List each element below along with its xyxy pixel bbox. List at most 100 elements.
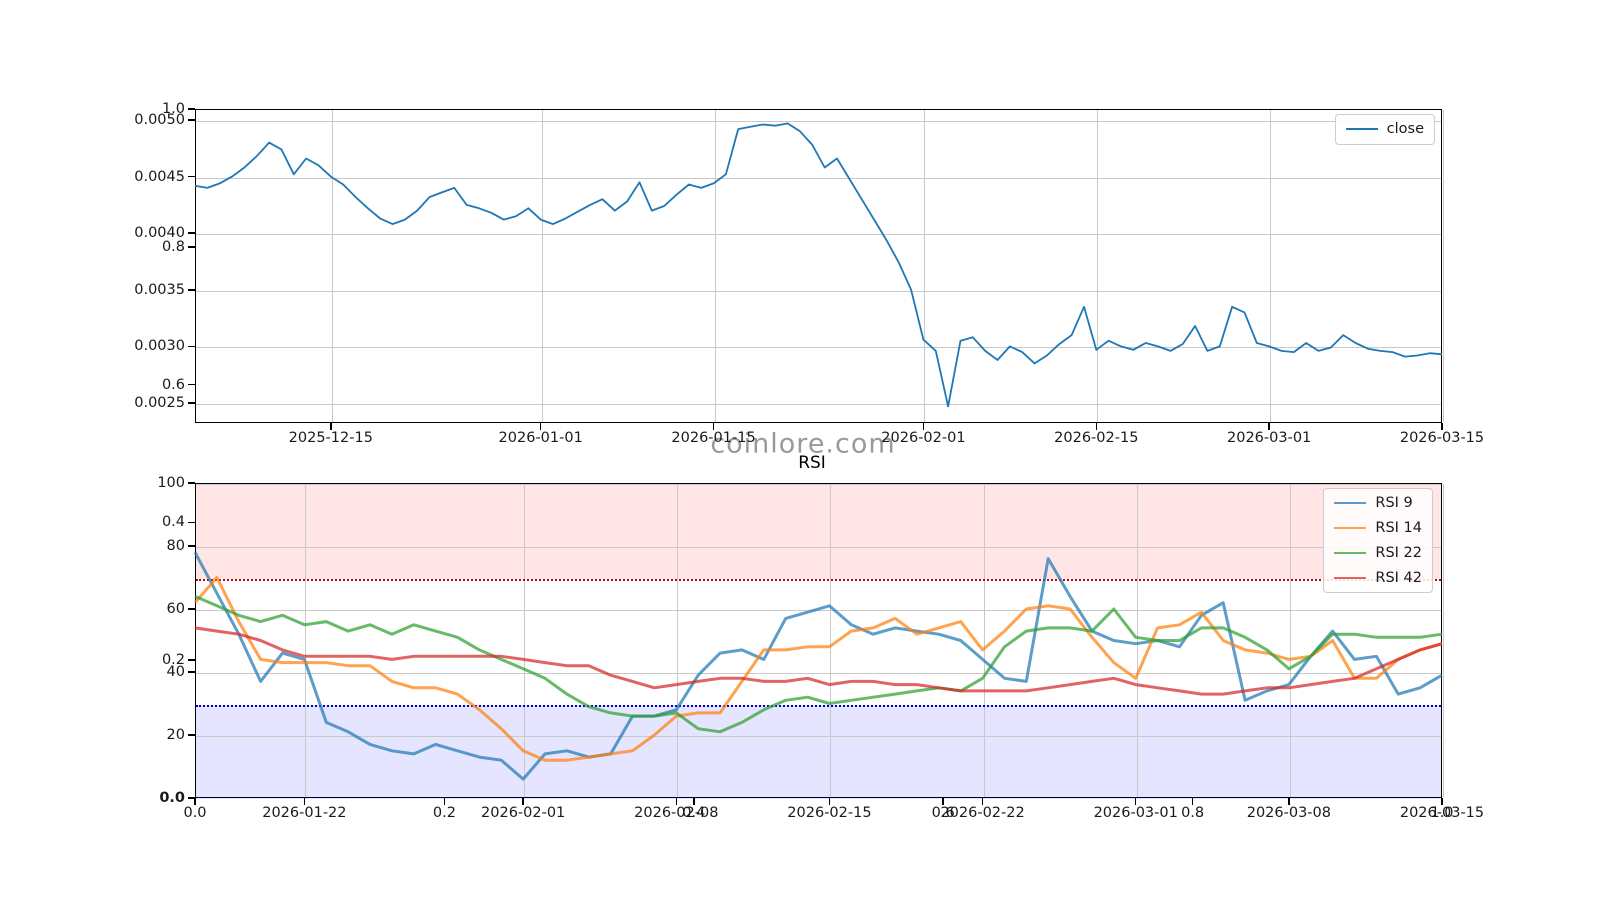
tick-mark [188,289,195,291]
axis-tick-label: 2026-03-15 [1399,805,1485,821]
gridline [196,547,1441,548]
tick-mark [188,402,195,404]
price-legend: close [1334,114,1435,145]
gridline [1136,484,1138,797]
tick-mark [194,798,196,805]
axis-tick-label: 0.4 [161,514,185,531]
gridline [924,110,926,422]
legend-label: RSI 9 [1375,495,1413,511]
legend-label: RSI 22 [1375,544,1422,561]
rsi-lines-svg [193,551,1443,781]
tick-mark [693,798,695,805]
tick-mark [922,423,925,430]
tick-mark [188,545,195,547]
rsi-series-line-2 [193,576,1443,762]
axis-tick-label: 1.0 [161,100,185,117]
axis-tick-label: 100 [157,474,185,491]
gridline [1443,484,1444,797]
series-line-swatch [1334,552,1367,555]
axis-tick-label: 2026-03-01 [1227,430,1312,446]
axis-tick-label: 0.8 [1181,805,1205,821]
tick-mark [188,482,195,484]
gridline [196,347,1441,349]
overbought-line [196,578,1441,581]
tick-mark [1191,798,1194,805]
axis-tick-label: 80 [166,537,185,554]
gridline [196,736,1441,737]
axis-tick-label: 0.4 [682,805,706,821]
gridline [677,484,679,797]
tick-mark [188,108,195,110]
tick-mark [828,798,831,805]
tick-mark [188,659,195,661]
tick-mark [188,521,195,524]
gridline [196,484,1441,485]
legend-item-rsi-42: RSI 42 [1334,569,1422,588]
tick-mark [522,798,524,805]
price-chart-plot-area: close [195,109,1444,423]
axis-tick-label: 0.6 [931,805,955,821]
legend-label: RSI 42 [1375,569,1422,586]
axis-tick-label: 2026-01-22 [262,805,347,821]
axis-tick-label: 60 [166,600,185,617]
gridline [524,484,526,797]
axis-tick-label: 20 [166,726,185,743]
axis-tick-label: 40 [166,663,185,680]
series-line-swatch [1334,576,1367,579]
gridline [196,673,1441,674]
legend-label: RSI 14 [1375,519,1422,536]
gridline [1097,110,1099,422]
tick-mark [1134,798,1137,805]
axis-tick-label: 0.2 [432,805,456,821]
tick-mark [1268,423,1270,430]
axis-tick-label: 2026-02-15 [1054,430,1139,446]
tick-mark [330,423,332,430]
tick-mark [188,246,195,248]
gridline [196,404,1441,405]
series-line-swatch [1334,502,1367,505]
tick-mark [188,608,195,610]
axis-tick-label: 0.8 [161,238,185,255]
series-line-swatch [1334,527,1367,530]
tick-mark [981,798,984,805]
tick-mark [188,797,195,799]
gridline [196,290,1441,292]
tick-mark [188,345,195,348]
axis-tick-label: 2026-03-01 [1093,805,1178,821]
legend-item-close: close [1345,120,1424,139]
axis-tick-label: 0.0 [183,805,207,821]
axis-tick-label: 2026-02-08 [634,805,719,821]
close-series-line [194,122,1443,408]
gridline [305,484,307,797]
axis-tick-label: 2026-02-15 [787,805,872,821]
tick-mark [539,423,542,430]
tick-mark [1441,423,1443,430]
axis-tick-label: 0.0045 [134,168,185,185]
axis-tick-label: 2025-12-15 [288,430,373,446]
axis-tick-label: 2026-01-01 [498,430,583,446]
gridline [1270,110,1272,422]
axis-tick-label: 2026-03-15 [1399,430,1485,446]
tick-mark [443,798,446,805]
oversold-line [196,704,1441,707]
axis-tick-label: 0.0 [159,789,185,806]
gridline [331,110,333,422]
gridline [541,110,543,422]
tick-mark [188,671,195,673]
gridline [983,484,985,797]
axis-tick-label: 0.0040 [134,224,185,241]
rsi-series-line-4 [194,626,1443,696]
tick-mark [1441,798,1443,805]
tick-mark [1288,798,1290,805]
legend-label: close [1386,121,1424,137]
tick-mark [188,383,195,386]
gridline [1289,484,1291,797]
axis-tick-label: 0.0035 [134,281,185,298]
tick-mark [675,798,678,805]
axis-tick-label: 0.0050 [134,111,185,128]
tick-mark [188,232,195,234]
tick-mark [188,119,195,121]
axis-tick-label: 2026-02-01 [481,805,566,821]
tick-mark [188,175,195,178]
